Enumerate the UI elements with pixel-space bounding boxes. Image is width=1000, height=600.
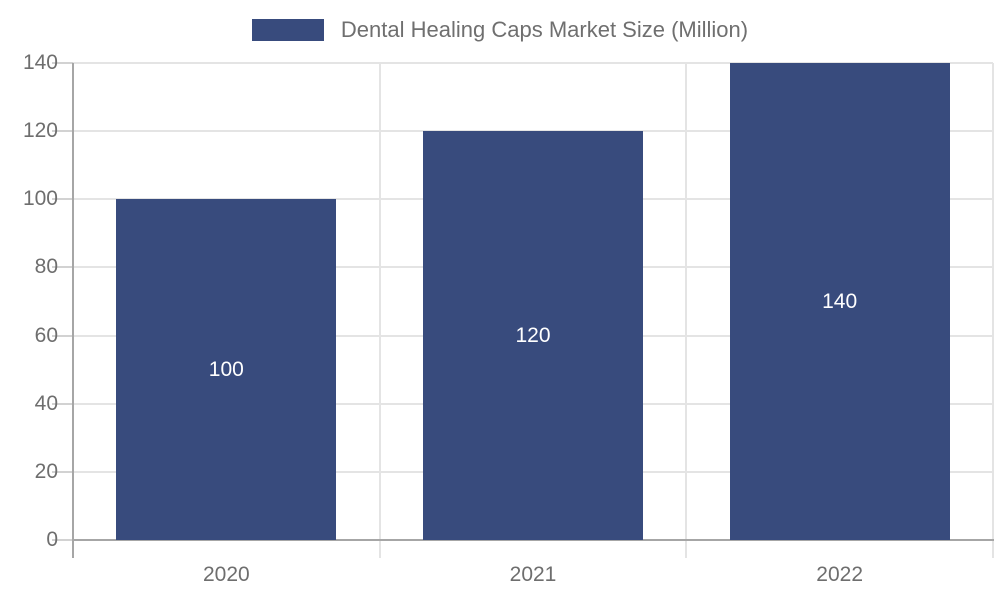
- y-tick-label: 60: [34, 323, 58, 347]
- bar[interactable]: 120: [423, 131, 643, 540]
- y-tick-label: 140: [22, 51, 58, 74]
- y-axis-tick: [52, 266, 73, 269]
- legend[interactable]: Dental Healing Caps Market Size (Million…: [0, 17, 1000, 43]
- x-tick-label: 2021: [509, 563, 557, 586]
- bar-value-label: 100: [208, 357, 244, 381]
- bar[interactable]: 100: [116, 199, 337, 540]
- x-axis-line: [72, 539, 994, 541]
- gridline-vertical: [685, 63, 688, 558]
- gridline-horizontal: [73, 62, 993, 64]
- y-axis-tick: [52, 198, 73, 201]
- y-axis-tick: [52, 402, 73, 405]
- y-axis-tick: [52, 130, 73, 133]
- bar-value-label: 140: [822, 289, 858, 313]
- y-axis-tick: [52, 470, 73, 473]
- y-tick-label: 120: [22, 119, 58, 143]
- bar[interactable]: 140: [729, 63, 950, 540]
- legend-label: Dental Healing Caps Market Size (Million…: [340, 17, 749, 42]
- y-tick-label: 40: [34, 391, 58, 415]
- bar-value-label: 120: [515, 323, 551, 347]
- x-tick-label: 2020: [202, 563, 250, 586]
- y-tick-label: 20: [34, 459, 58, 483]
- y-axis-tick: [52, 334, 73, 337]
- x-tick-label: 2022: [816, 563, 864, 586]
- plot-right-border: [992, 63, 994, 558]
- y-axis-tick: [52, 539, 73, 541]
- y-tick-label: 100: [22, 187, 58, 211]
- y-axis-line: [72, 63, 74, 558]
- gridline-vertical: [378, 63, 381, 558]
- legend-swatch-icon: [251, 19, 324, 41]
- y-tick-label: 80: [34, 255, 58, 279]
- y-tick-label: 0: [46, 528, 58, 551]
- y-axis-tick: [52, 62, 73, 64]
